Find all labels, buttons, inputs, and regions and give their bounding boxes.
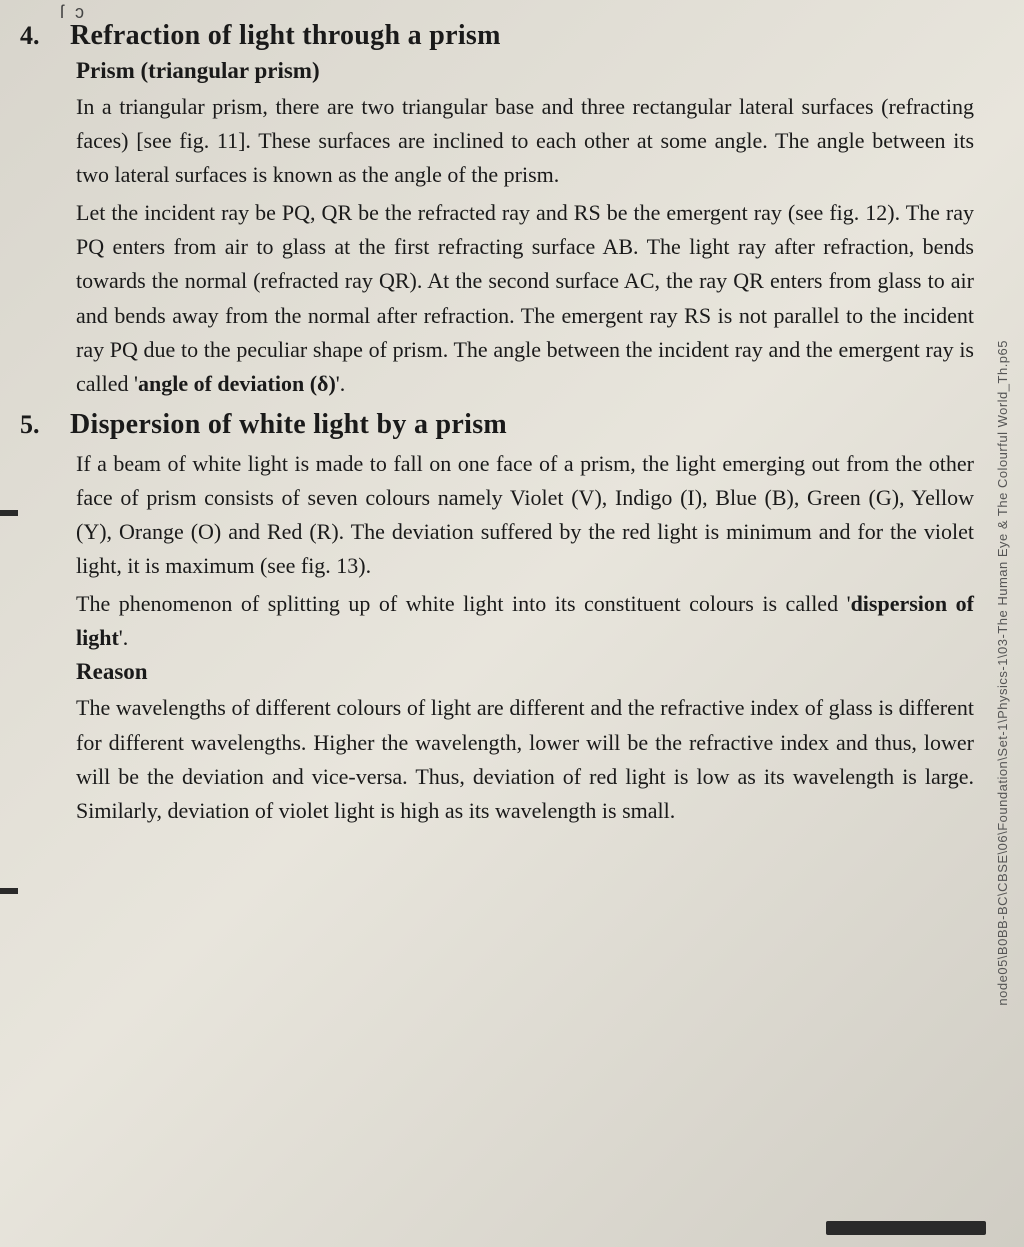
file-path-note: node05\B0BB-BC\CBSE\06\Foundation\Set-1\… [995,340,1010,1006]
section-dispersion: 5. Dispersion of white light by a prism … [20,409,974,828]
section-title-row: 4. Refraction of light through a prism [20,20,974,52]
section-subheading: Prism (triangular prism) [76,58,974,84]
reason-label: Reason [76,659,974,685]
paragraph: Let the incident ray be PQ, QR be the re… [76,196,974,401]
bold-term: angle of deviation (δ) [138,371,336,396]
section-number: 5. [20,410,50,440]
paragraph: If a beam of white light is made to fall… [76,447,974,583]
text-span: The phenomenon of splitting up of white … [76,591,851,616]
text-span: '. [119,625,128,650]
page-content: 4. Refraction of light through a prism P… [0,0,1024,856]
section-title-row: 5. Dispersion of white light by a prism [20,409,974,441]
paragraph: In a triangular prism, there are two tri… [76,90,974,192]
section-heading: Refraction of light through a prism [70,20,501,52]
section-number: 4. [20,21,50,51]
text-span: '. [336,371,345,396]
footer-bar [826,1221,986,1235]
paragraph: The phenomenon of splitting up of white … [76,587,974,655]
paragraph: The wavelengths of different colours of … [76,691,974,827]
section-refraction: 4. Refraction of light through a prism P… [20,20,974,401]
margin-marker [0,888,18,894]
text-span: Let the incident ray be PQ, QR be the re… [76,200,974,395]
section-heading: Dispersion of white light by a prism [70,409,507,441]
